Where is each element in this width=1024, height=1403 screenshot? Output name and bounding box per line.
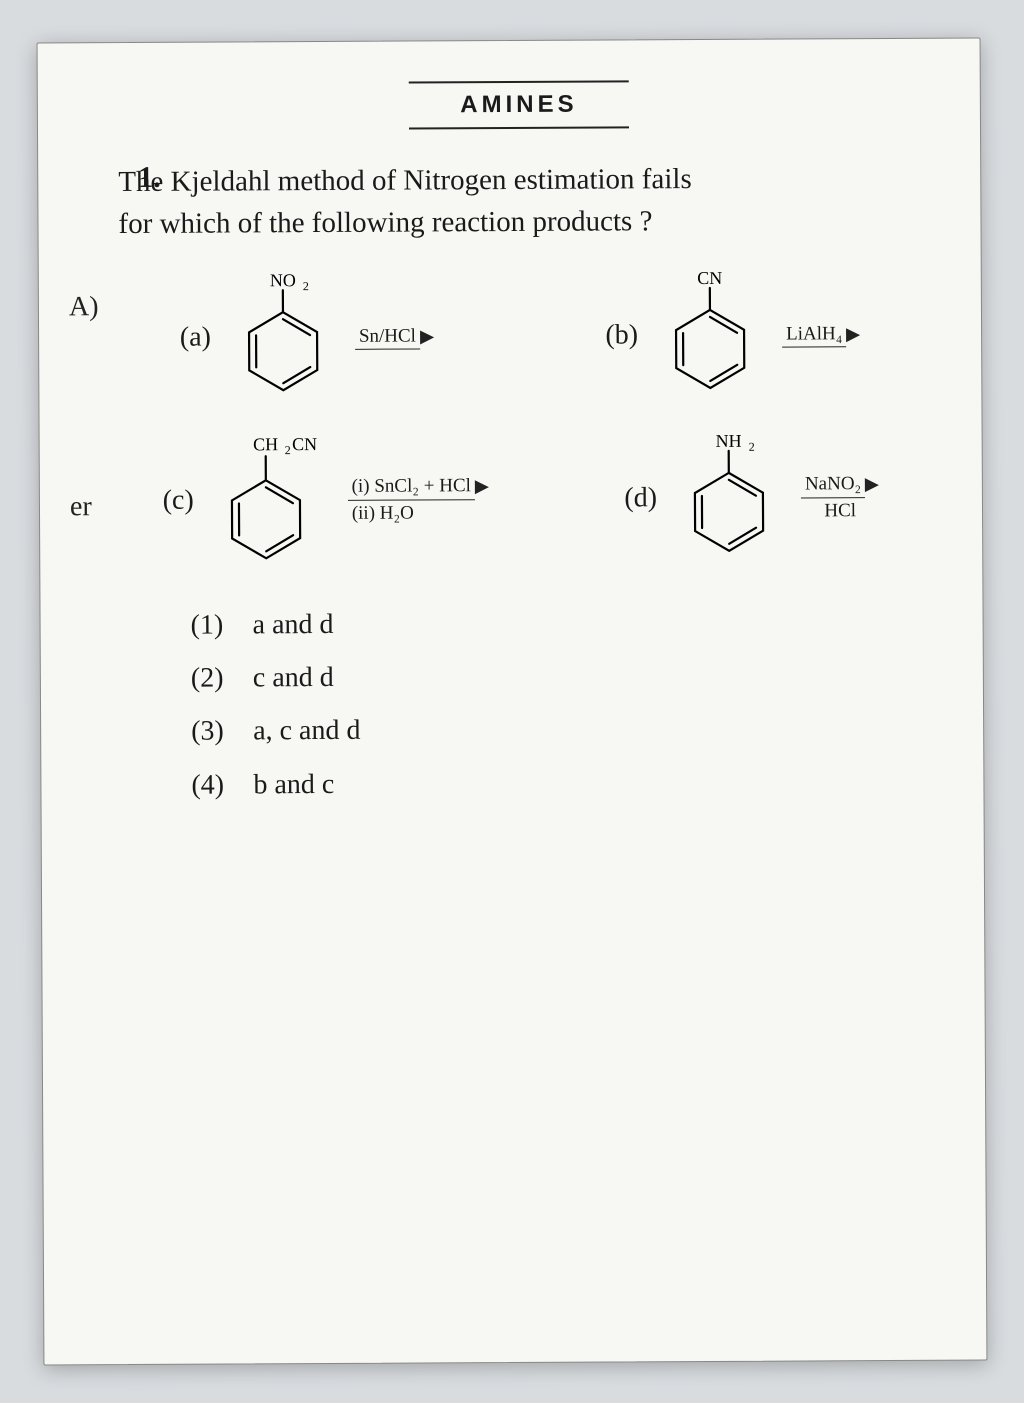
edge-label-a: A) — [69, 291, 99, 323]
question-block: 1. The Kjeldahl method of Nitrogen estim… — [108, 157, 933, 812]
sub-c-reagent-ii: (ii) H₂O — [348, 500, 418, 524]
option-2-text: c and d — [253, 662, 334, 693]
structure-d-icon: NH 2 — [669, 433, 790, 564]
option-4-num: (4) — [191, 758, 246, 811]
option-3-text: a, c and d — [253, 715, 360, 747]
option-4-text: b and c — [253, 769, 334, 800]
option-3: (3) a, c and d — [191, 701, 933, 758]
sub-a-label: (a) — [180, 322, 211, 354]
svg-text:CH: CH — [253, 434, 278, 454]
sub-c: (c) CH 2 CN (i) SnCl₂ + HCl — [162, 429, 489, 571]
arrow-icon — [475, 480, 489, 494]
arrow-icon — [865, 478, 879, 492]
question-text: The Kjeldahl method of Nitrogen estimati… — [108, 157, 930, 245]
svg-text:2: 2 — [303, 279, 309, 293]
svg-text:NO: NO — [270, 272, 296, 290]
sub-a-reagent: Sn/HCl — [355, 325, 434, 347]
answer-options: (1) a and d (2) c and d (3) a, c and d (… — [190, 595, 933, 812]
sub-b-reagent: LiAlH₄ — [782, 323, 860, 345]
structure-b-icon: CN — [650, 270, 771, 401]
sub-c-reagent-i: (i) SnCl₂ + HCl — [348, 475, 475, 501]
arrow-icon — [420, 330, 434, 344]
option-3-num: (3) — [191, 705, 246, 758]
option-4: (4) b and c — [191, 754, 933, 811]
option-2: (2) c and d — [191, 648, 933, 705]
sub-d-reagent-bot: HCl — [820, 498, 860, 522]
sub-b: (b) CN LiAlH₄ — [605, 269, 861, 400]
sub-a: (a) NO 2 Sn/HCl — [180, 271, 435, 402]
sub-row-cd: A) er (c) CH 2 CN — [110, 427, 933, 571]
sub-row-ab: (a) NO 2 Sn/HCl — [109, 269, 932, 403]
option-1: (1) a and d — [190, 595, 932, 652]
sub-d-reagent: NaNO₂ HCl — [801, 473, 879, 522]
structure-a-icon: NO 2 — [223, 272, 344, 403]
sub-c-label: (c) — [163, 485, 194, 517]
question-number: 1. — [138, 161, 161, 195]
sub-b-label: (b) — [605, 319, 638, 351]
question-text-line1: The Kjeldahl method of Nitrogen estimati… — [118, 163, 692, 198]
page-sheet: AMINES 1. The Kjeldahl method of Nitroge… — [37, 38, 988, 1366]
arrow-icon — [846, 328, 860, 342]
sub-d-label: (d) — [624, 482, 657, 514]
question-text-line2: for which of the following reaction prod… — [118, 205, 652, 240]
sub-d: (d) NH 2 NaNO₂ — [624, 432, 880, 563]
option-1-text: a and d — [253, 609, 334, 640]
svg-text:NH: NH — [716, 433, 742, 451]
section-heading: AMINES — [409, 80, 629, 129]
structure-c-icon: CH 2 CN — [205, 430, 336, 571]
option-1-num: (1) — [190, 598, 245, 651]
svg-text:2: 2 — [749, 440, 755, 454]
option-2-num: (2) — [191, 652, 246, 705]
svg-text:2: 2 — [284, 443, 290, 457]
svg-text:CN: CN — [697, 270, 722, 288]
edge-label-er: er — [70, 491, 92, 523]
sub-a-reagent-text: Sn/HCl — [355, 326, 420, 350]
sub-b-reagent-text: LiAlH₄ — [782, 323, 846, 347]
sub-d-reagent-top: NaNO₂ — [801, 473, 865, 498]
sub-c-reagent: (i) SnCl₂ + HCl (ii) H₂O — [348, 475, 489, 525]
svg-text:CN: CN — [292, 434, 317, 454]
